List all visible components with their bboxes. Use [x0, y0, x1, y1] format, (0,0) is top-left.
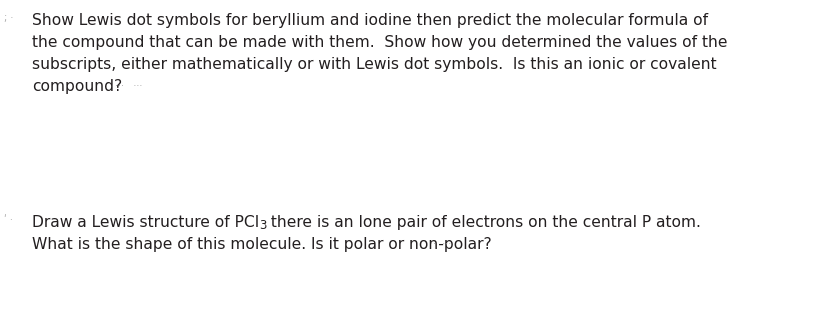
Text: there is an lone pair of electrons on the central P atom.: there is an lone pair of electrons on th… — [266, 215, 701, 230]
Text: the compound that can be made with them.  Show how you determined the values of : the compound that can be made with them.… — [32, 35, 728, 50]
Text: ···   ···: ··· ··· — [115, 81, 142, 91]
Text: Draw a Lewis structure of PCl: Draw a Lewis structure of PCl — [32, 215, 259, 230]
Text: ··  ···: ·· ··· — [430, 239, 451, 249]
Text: subscripts, either mathematically or with Lewis dot symbols.  Is this an ionic o: subscripts, either mathematically or wit… — [32, 57, 716, 72]
Text: ; ·: ; · — [4, 13, 13, 23]
Text: Show Lewis dot symbols for beryllium and iodine then predict the molecular formu: Show Lewis dot symbols for beryllium and… — [32, 13, 708, 28]
Text: ʹ ·: ʹ · — [4, 215, 13, 225]
Text: 3: 3 — [259, 219, 267, 232]
Text: compound?: compound? — [32, 79, 122, 94]
Text: What is the shape of this molecule. Is it polar or non-polar?: What is the shape of this molecule. Is i… — [32, 237, 492, 252]
